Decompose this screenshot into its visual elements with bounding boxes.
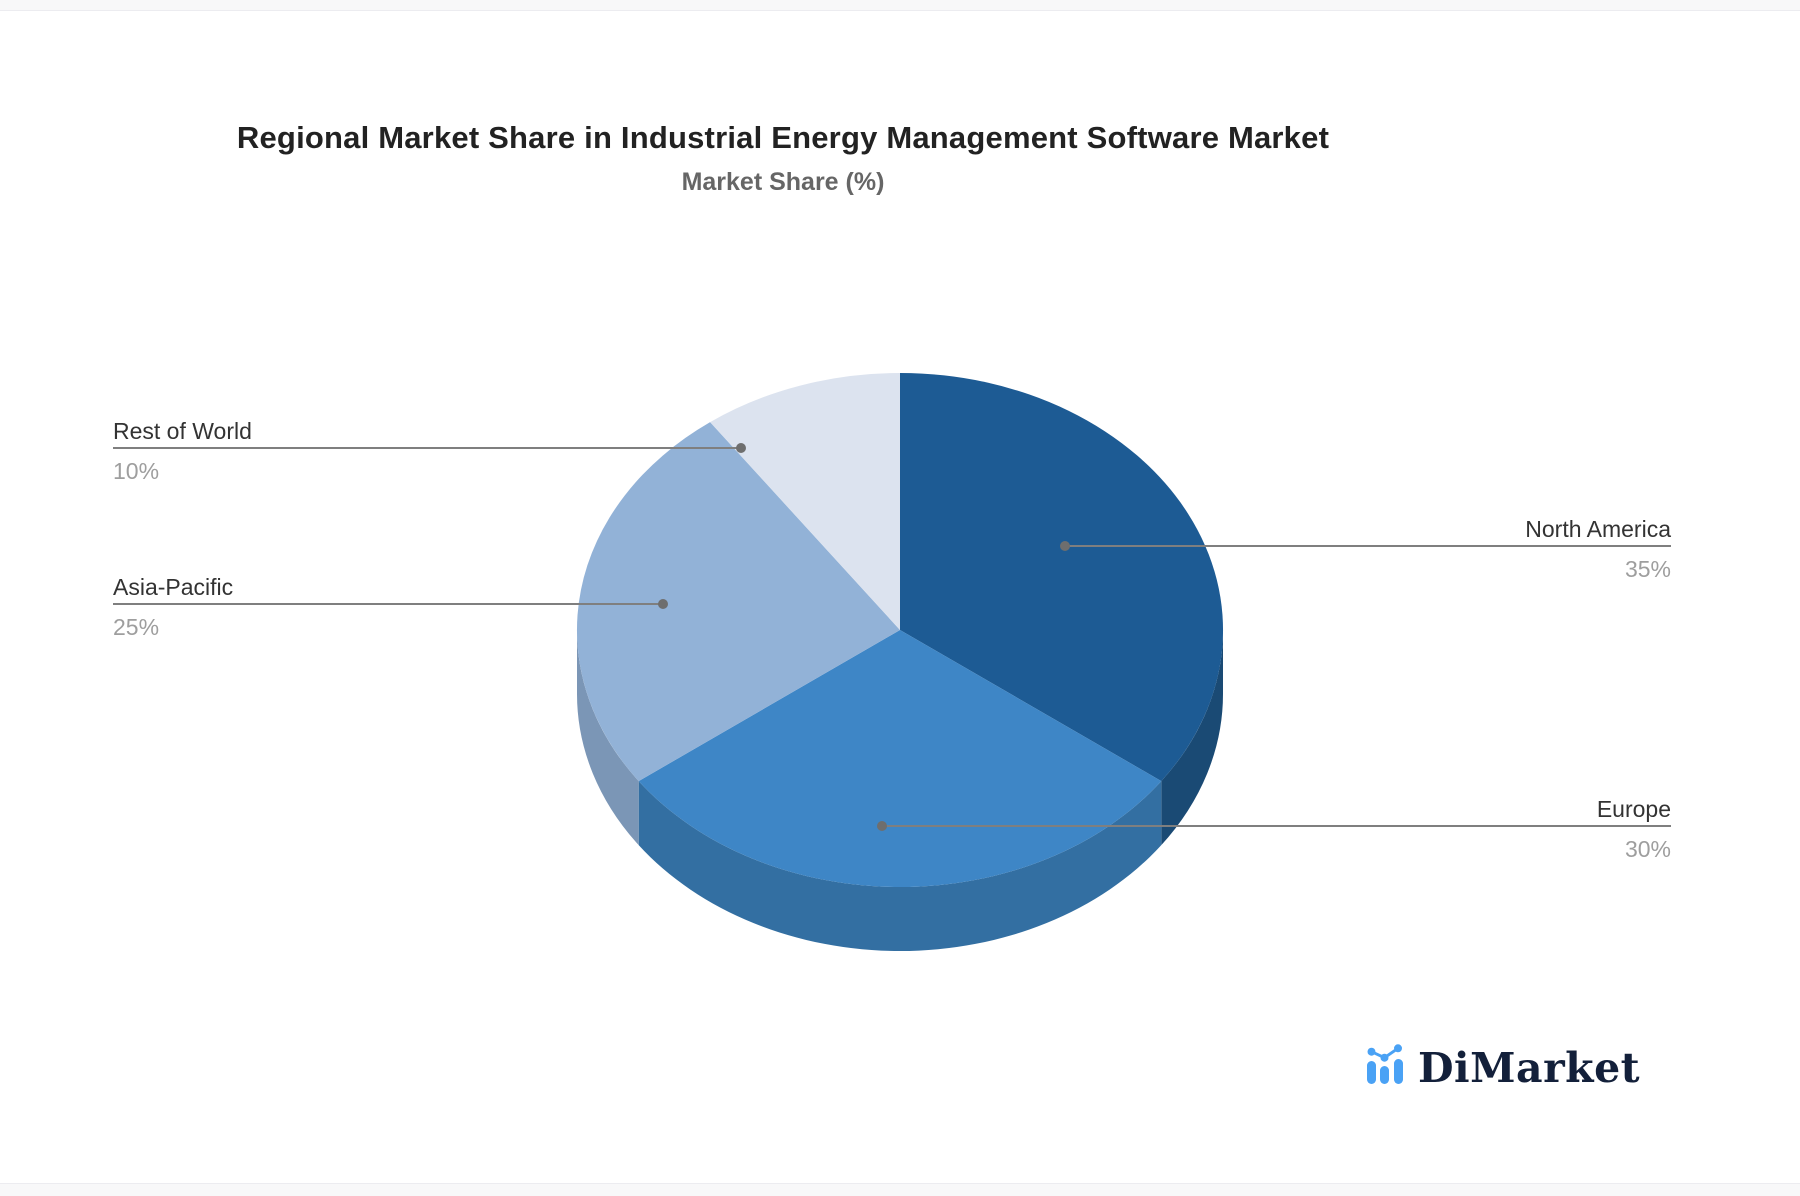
brand-name: DiMarket <box>1418 1044 1641 1092</box>
dimarket-logo: DiMarket <box>1364 1042 1641 1092</box>
pie-slice-asia-pacific[interactable] <box>576 422 900 782</box>
connector-dot-north-america <box>1060 541 1070 551</box>
chart-subtitle: Market Share (%) <box>681 168 885 196</box>
bottom-edge-strip <box>0 1183 1800 1196</box>
slice-label-asia-pacific: Asia-Pacific <box>113 574 233 600</box>
bar-chart-trend-icon <box>1367 1044 1403 1084</box>
connector-dot-asia-pacific <box>658 599 668 609</box>
pie-slice-rest-of-world[interactable] <box>710 373 900 630</box>
slice-label-europe: Europe <box>1597 796 1671 822</box>
pie-slice-europe[interactable] <box>638 630 1162 888</box>
connector-dot-europe <box>877 821 887 831</box>
slice-percent-rest-of-world: 10% <box>113 458 159 484</box>
slice-percent-europe: 30% <box>1625 836 1671 862</box>
slice-percent-north-america: 35% <box>1625 556 1671 582</box>
pie-slices <box>576 373 1224 952</box>
top-edge-strip <box>0 0 1800 11</box>
slice-label-rest-of-world: Rest of World <box>113 418 252 444</box>
pie-slice-north-america[interactable] <box>900 373 1224 782</box>
slice-label-north-america: North America <box>1525 516 1671 542</box>
pie-slice-side-north-america <box>1161 630 1223 846</box>
pie-slice-side-asia-pacific <box>577 630 639 846</box>
callouts: North America 35% Europe 30% Asia-Pacifi… <box>113 418 1671 862</box>
connector-dot-rest-of-world <box>736 443 746 453</box>
chart-title: Regional Market Share in Industrial Ener… <box>236 120 1330 155</box>
slice-percent-asia-pacific: 25% <box>113 614 159 640</box>
pie-slice-side-europe <box>638 781 1162 952</box>
